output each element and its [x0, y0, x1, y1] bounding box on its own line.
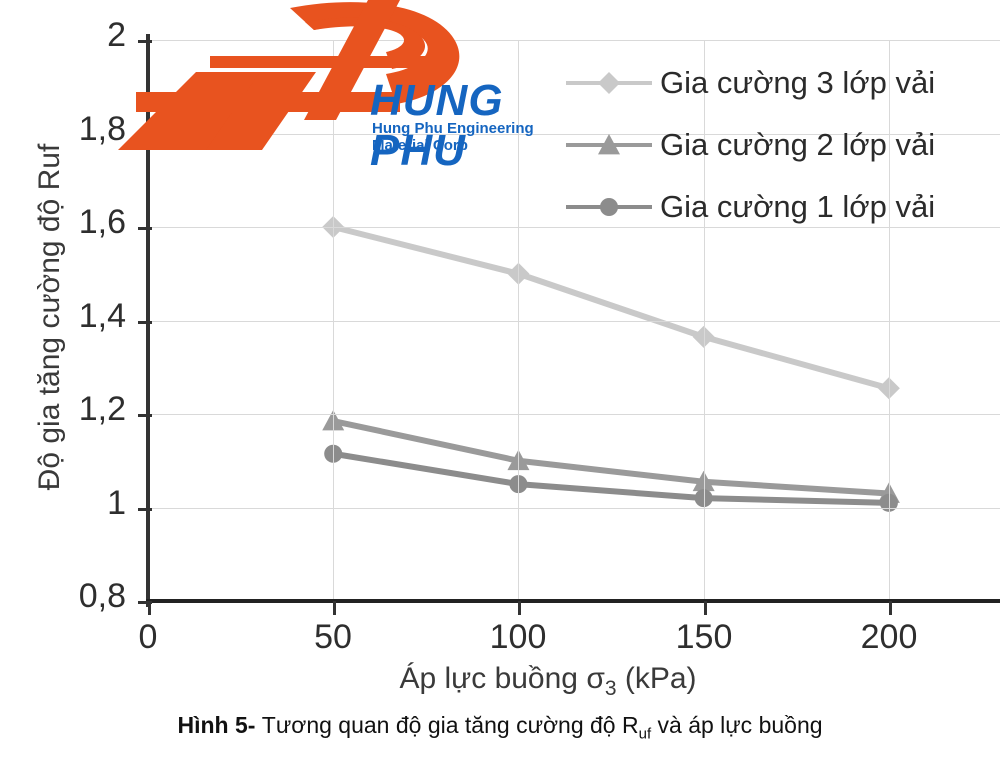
y-tick-label: 1,6 — [78, 203, 126, 241]
x-axis-title-text: Áp lực buồng σ — [399, 662, 605, 695]
gridline-vertical — [518, 40, 519, 601]
gridline-vertical — [333, 40, 334, 601]
legend-marker-icon — [566, 130, 652, 160]
x-tick-mark — [518, 601, 521, 615]
gridline-vertical — [704, 40, 705, 601]
legend-marker-shape — [598, 134, 620, 155]
x-axis-line — [146, 599, 1000, 603]
y-tick-label: 1 — [107, 484, 126, 522]
x-tick-mark — [333, 601, 336, 615]
y-tick-label: 1,8 — [78, 110, 126, 148]
gridline-horizontal — [148, 321, 1000, 322]
legend-label: Gia cường 1 lớp vải — [660, 189, 936, 224]
legend-label: Gia cường 2 lớp vải — [660, 127, 936, 162]
y-tick-mark — [138, 134, 152, 137]
legend-item-3[interactable]: Gia cường 1 lớp vải — [566, 176, 986, 238]
y-tick-mark — [138, 321, 152, 324]
series-line — [330, 418, 892, 497]
x-tick-label: 50 — [314, 618, 352, 656]
y-tick-label: 1,4 — [78, 297, 126, 335]
data-point-marker — [879, 493, 898, 512]
legend-item-2[interactable]: Gia cường 2 lớp vải — [566, 114, 986, 176]
caption-dash: - — [247, 712, 262, 738]
data-point-marker — [598, 134, 620, 155]
legend-label: Gia cường 3 lớp vải — [660, 65, 936, 100]
data-point-marker — [692, 470, 715, 492]
y-tick-mark — [138, 40, 152, 43]
y-tick-label: 2 — [107, 16, 126, 54]
gridline-horizontal — [148, 227, 1000, 228]
y-tick-label: 0,8 — [78, 577, 126, 615]
x-tick-mark — [889, 601, 892, 615]
caption-figure-number: Hình 5 — [177, 712, 248, 738]
caption-subscript: uf — [638, 725, 652, 743]
gridline-horizontal — [148, 134, 1000, 135]
legend-marker-icon — [566, 192, 652, 222]
caption-text-b: và áp lực buồng — [651, 712, 823, 738]
x-axis-title-subscript: 3 — [604, 677, 617, 700]
legend-marker-shape — [598, 72, 620, 94]
y-tick-mark — [138, 227, 152, 230]
x-tick-label: 100 — [489, 618, 547, 656]
data-point-marker — [692, 325, 715, 348]
legend-marker-icon — [566, 68, 652, 98]
gridline-horizontal — [148, 40, 1000, 41]
x-tick-mark — [148, 601, 151, 615]
y-axis-line — [146, 34, 150, 607]
data-point-marker — [694, 489, 713, 508]
x-axis-title-unit: (kPa) — [616, 662, 697, 695]
x-axis-title: Áp lực buồng σ3 (kPa) — [148, 662, 948, 701]
chart-legend: Gia cường 3 lớp vải Gia cường 2 lớp vải Gi… — [566, 52, 986, 238]
y-tick-mark — [138, 601, 152, 604]
legend-marker-shape — [599, 197, 619, 217]
series-line — [330, 450, 892, 506]
caption-text-a: Tương quan độ gia tăng cường độ R — [261, 712, 639, 738]
series-line — [330, 224, 892, 392]
gridline-horizontal — [148, 414, 1000, 415]
gridline-vertical — [889, 40, 890, 601]
chart-series — [324, 444, 898, 512]
legend-item-1[interactable]: Gia cường 3 lớp vải — [566, 52, 986, 114]
data-point-marker — [598, 72, 620, 94]
figure-caption: Hình 5- Tương quan độ gia tăng cường độ … — [0, 712, 1000, 743]
x-tick-mark — [704, 601, 707, 615]
x-tick-label: 0 — [138, 618, 158, 656]
chart-series — [322, 216, 900, 400]
data-point-marker — [599, 197, 619, 217]
gridline-horizontal — [148, 508, 1000, 509]
y-tick-mark — [138, 508, 152, 511]
x-tick-label: 200 — [860, 618, 918, 656]
data-point-marker — [877, 377, 900, 400]
plot-area — [148, 40, 1000, 602]
y-tick-label: 1,2 — [78, 390, 126, 428]
x-tick-label: 150 — [675, 618, 733, 656]
y-tick-mark — [138, 414, 152, 417]
